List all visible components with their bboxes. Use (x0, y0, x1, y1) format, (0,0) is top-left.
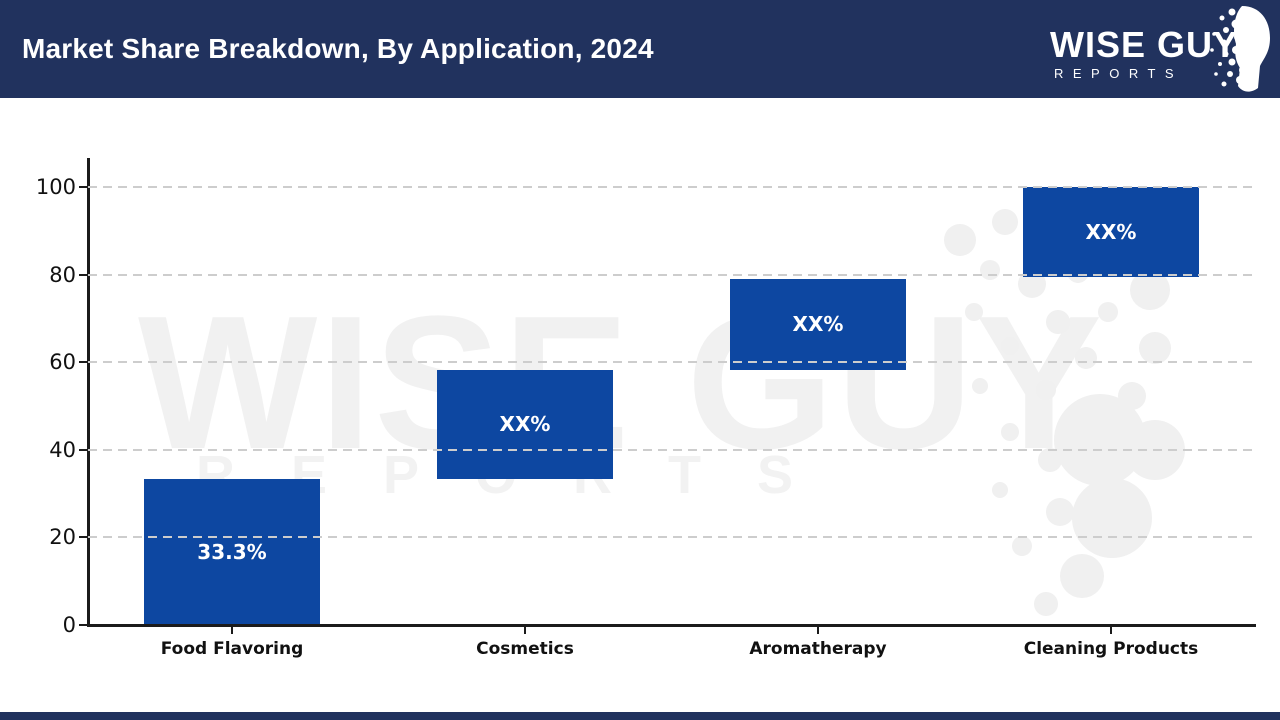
bar-cosmetics (437, 369, 613, 480)
gridline-40 (88, 448, 1256, 451)
y-tick-label-100: 100 (35, 175, 76, 199)
gridline-80 (88, 273, 1256, 276)
y-tick-label-60: 60 (49, 350, 76, 375)
gridline-100 (88, 186, 1256, 188)
y-tick-20 (79, 536, 88, 539)
bar-food-flavoring (144, 479, 320, 625)
bar-cleaning-products (1023, 187, 1199, 277)
x-category-label: Cleaning Products (1023, 639, 1199, 659)
x-tick-1 (231, 625, 233, 634)
watermark-text: WISE GUY (138, 277, 1105, 489)
x-tick-4 (1110, 625, 1112, 634)
bar-value-label: XX% (499, 412, 551, 437)
x-axis-line (87, 624, 1256, 627)
y-tick-40 (79, 448, 88, 451)
y-tick-label-40: 40 (49, 437, 76, 462)
x-category-label: Food Flavoring (160, 639, 304, 659)
gridline-60 (88, 361, 1256, 364)
y-tick-100 (79, 186, 88, 188)
header-band: Market Share Breakdown, By Application, … (0, 0, 1280, 98)
bar-value-label: XX% (1085, 219, 1137, 244)
x-tick-2 (524, 625, 526, 634)
y-tick-80 (79, 273, 88, 276)
wise-guy-reports-logo: WISE GUY REPORTS (1012, 0, 1272, 98)
footer-band (0, 712, 1280, 720)
page-title: Market Share Breakdown, By Application, … (22, 33, 654, 64)
y-tick-0 (79, 624, 88, 626)
y-tick-label-0: 0 (62, 613, 76, 637)
bar-value-label: XX% (792, 312, 844, 337)
logo-reports-text: REPORTS (1054, 66, 1184, 81)
y-tick-60 (79, 361, 88, 364)
x-category-label: Cosmetics (476, 639, 574, 659)
x-category-label: Aromatherapy (749, 639, 887, 659)
gridline-20 (88, 536, 1256, 539)
bar-aromatherapy (730, 278, 906, 370)
bar-value-label: 33.3% (197, 540, 267, 565)
y-tick-label-20: 20 (49, 525, 76, 550)
logo-wordmark: WISE GUY (1050, 24, 1239, 65)
x-tick-3 (817, 625, 819, 634)
logo-face-icon (1210, 6, 1270, 92)
y-axis-line (87, 158, 90, 627)
y-tick-label-80: 80 (49, 262, 76, 287)
